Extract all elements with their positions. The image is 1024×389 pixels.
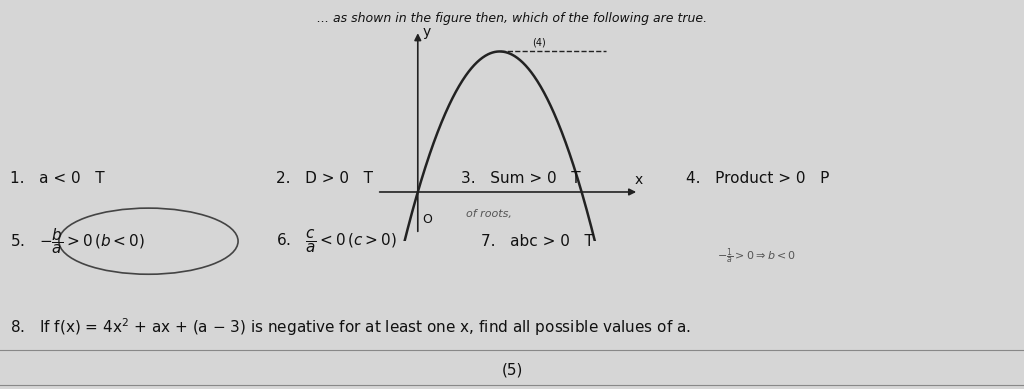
Text: O: O (423, 213, 432, 226)
Text: of roots,: of roots, (466, 209, 512, 219)
Text: 2.   D > 0   T: 2. D > 0 T (276, 172, 374, 186)
Text: y: y (423, 25, 431, 39)
Text: ... as shown in the figure then, which of the following are true.: ... as shown in the figure then, which o… (317, 12, 707, 25)
Text: 5.   $-\dfrac{b}{a} > 0\,(b < 0)$: 5. $-\dfrac{b}{a} > 0\,(b < 0)$ (10, 226, 145, 256)
Text: 3.   Sum > 0   T: 3. Sum > 0 T (461, 172, 581, 186)
Text: 1.   a < 0   T: 1. a < 0 T (10, 172, 104, 186)
Text: 4.   Product > 0   P: 4. Product > 0 P (686, 172, 829, 186)
Text: 7.   abc > 0   T: 7. abc > 0 T (481, 234, 594, 249)
Text: x: x (635, 173, 643, 187)
Text: $-\frac{1}{a} > 0 \Rightarrow b < 0$: $-\frac{1}{a} > 0 \Rightarrow b < 0$ (717, 247, 796, 267)
Text: 8.   If f(x) = 4x$^2$ + ax + (a $-$ 3) is negative for at least one x, find all : 8. If f(x) = 4x$^2$ + ax + (a $-$ 3) is … (10, 316, 691, 338)
Text: (4): (4) (532, 38, 546, 48)
Text: (5): (5) (502, 362, 522, 377)
Text: 6.   $\dfrac{c}{a} < 0\,(c > 0)$: 6. $\dfrac{c}{a} < 0\,(c > 0)$ (276, 228, 397, 254)
